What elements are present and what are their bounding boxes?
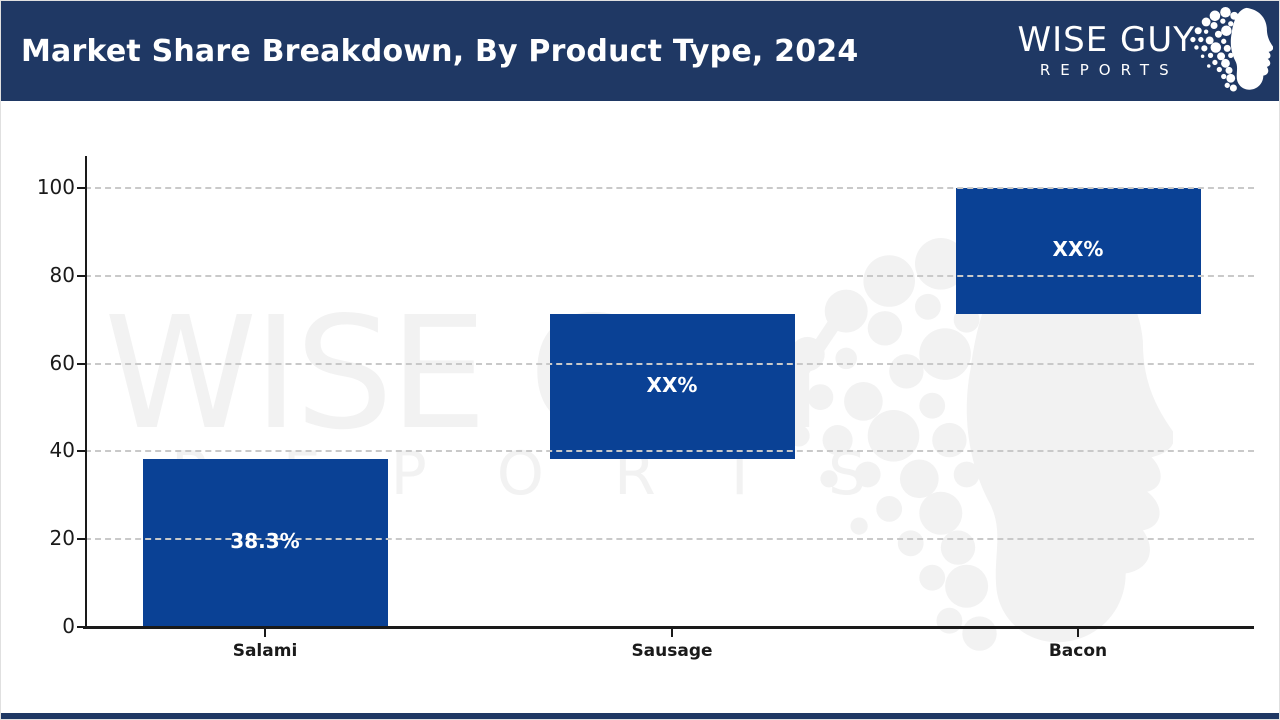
y-axis-tick-80: [77, 274, 85, 277]
x-axis-tick-sausage: [671, 629, 673, 637]
y-axis-tick-label-80: 80: [49, 262, 75, 287]
logo-brand-line1: WISE GUY: [1017, 20, 1195, 61]
header-bar: Market Share Breakdown, By Product Type,…: [1, 1, 1279, 101]
y-axis-spine: [85, 156, 87, 629]
y-axis-tick-0: [77, 626, 85, 628]
x-axis-label-salami: Salami: [232, 641, 298, 661]
y-axis-tick-label-60: 60: [49, 350, 75, 375]
bar-salami: [142, 458, 388, 627]
gridline-20: [85, 538, 1254, 541]
x-axis-label-bacon: Bacon: [1048, 641, 1108, 661]
y-axis-tick-100: [77, 187, 85, 189]
x-axis-tick-bacon: [1077, 629, 1079, 637]
page-title: Market Share Breakdown, By Product Type,…: [21, 33, 859, 69]
gridline-80: [85, 274, 1254, 277]
logo-brand-line2: REPORTS: [1039, 60, 1179, 79]
wiseguy-logo-text: WISE GUY REPORTS: [1017, 20, 1195, 79]
bar-value-label-bacon: XX%: [1052, 237, 1104, 262]
x-axis-spine: [83, 626, 1254, 629]
y-axis-tick-40: [77, 450, 85, 453]
bar-value-label-salami: 38.3%: [230, 528, 300, 553]
y-axis-tick-label-20: 20: [49, 526, 75, 551]
wiseguy-face-icon: [1190, 7, 1273, 92]
gridline-40: [85, 450, 1254, 453]
x-axis-tick-salami: [264, 629, 266, 637]
gridline-100: [85, 187, 1254, 189]
gridline-60: [85, 362, 1254, 365]
footer-bar: [1, 713, 1279, 719]
y-axis-tick-60: [77, 362, 85, 365]
y-axis-tick-label-40: 40: [49, 438, 75, 463]
bar-sausage: [549, 314, 795, 459]
bar-value-label-sausage: XX%: [646, 372, 698, 397]
y-axis-tick-label-0: 0: [62, 614, 75, 638]
wiseguy-logo: WISE GUY REPORTS: [1017, 7, 1273, 95]
y-axis-tick-20: [77, 538, 85, 541]
x-axis-label-sausage: Sausage: [631, 641, 713, 661]
y-axis-tick-label-100: 100: [36, 175, 75, 199]
